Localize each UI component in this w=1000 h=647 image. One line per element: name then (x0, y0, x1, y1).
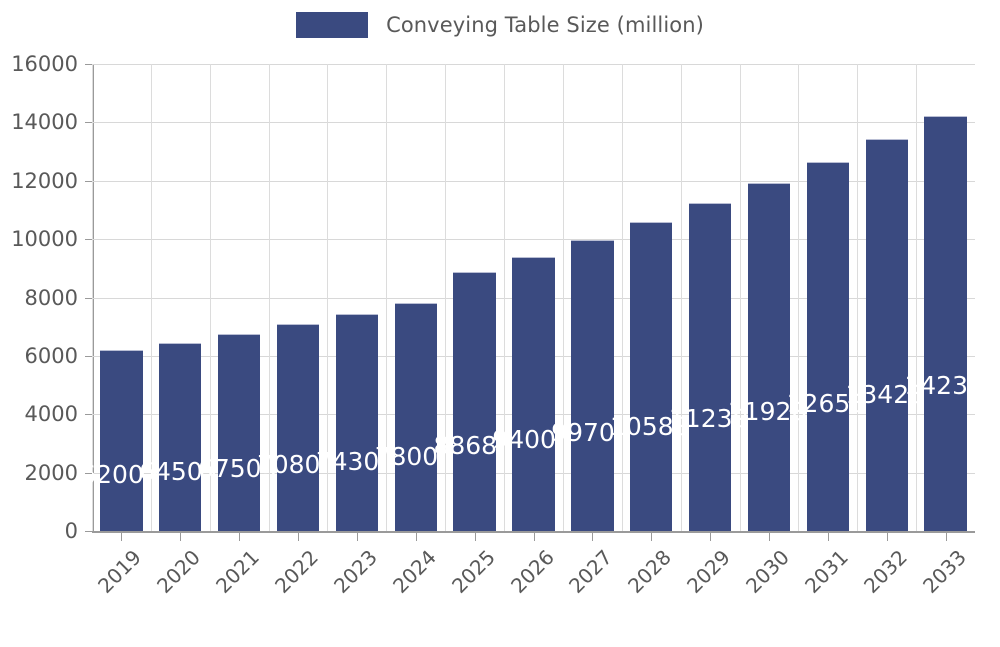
x-tick-mark (886, 533, 888, 541)
bar[interactable] (335, 314, 379, 531)
bar[interactable] (453, 272, 496, 531)
plot-area: 6200.06450.06750.07080.07430.07800.08868… (92, 64, 975, 531)
gridline-vertical (622, 64, 623, 531)
gridline-vertical (151, 64, 152, 531)
x-tick-mark (945, 533, 947, 541)
y-tick-label: 14000 (11, 110, 78, 135)
x-tick-mark (239, 533, 241, 541)
x-tick-mark (474, 533, 476, 541)
y-tick-mark (85, 180, 92, 182)
y-tick-label: 2000 (24, 460, 78, 485)
legend-label: Conveying Table Size (million) (386, 13, 704, 37)
y-tick-mark (85, 297, 92, 299)
chart-legend: Conveying Table Size (million) (0, 12, 1000, 38)
x-tick-mark (121, 533, 123, 541)
gridline-vertical (210, 64, 211, 531)
gridline-vertical (740, 64, 741, 531)
x-tick-mark (298, 533, 300, 541)
y-tick-label: 16000 (11, 52, 78, 76)
y-tick-label: 12000 (11, 168, 78, 193)
gridline-vertical (269, 64, 270, 531)
bar[interactable] (865, 139, 908, 531)
gridline-horizontal (92, 122, 975, 124)
bar[interactable] (806, 161, 850, 531)
y-tick-mark (85, 414, 92, 416)
gridline-vertical (798, 64, 799, 531)
plot-canvas: 6200.06450.06750.07080.07430.07800.08868… (92, 64, 975, 531)
gridline-vertical (386, 64, 387, 531)
x-tick-mark (768, 533, 770, 541)
x-tick-mark (592, 533, 594, 541)
x-tick-mark (180, 533, 182, 541)
bar[interactable] (394, 303, 437, 531)
y-tick-mark (85, 122, 92, 124)
y-tick-label: 10000 (11, 227, 78, 252)
bar[interactable] (512, 256, 555, 531)
bar[interactable] (747, 183, 791, 531)
bar-chart: Conveying Table Size (million) 0 2000 4000… (0, 12, 1000, 598)
bar[interactable] (159, 342, 202, 531)
bar[interactable] (688, 203, 732, 531)
bar[interactable] (924, 115, 967, 531)
y-tick-label: 4000 (24, 402, 78, 427)
y-tick-mark (85, 64, 92, 65)
gridline-vertical (504, 64, 505, 531)
bar[interactable] (217, 333, 261, 531)
x-axis-spine (92, 531, 975, 533)
bar[interactable] (571, 240, 614, 531)
bar[interactable] (100, 350, 143, 531)
x-tick-mark (710, 533, 712, 541)
x-tick-mark (651, 533, 653, 541)
x-tick-mark (356, 533, 358, 541)
y-tick-label: 8000 (24, 285, 78, 310)
gridline-horizontal (92, 239, 975, 241)
x-tick-mark (827, 533, 829, 541)
y-tick-label: 6000 (24, 343, 78, 368)
y-tick-mark (85, 531, 92, 532)
gridline-vertical (681, 64, 682, 531)
gridline-horizontal (92, 180, 975, 182)
gridline-vertical (916, 64, 917, 531)
gridline-vertical (92, 64, 93, 531)
gridline-vertical (563, 64, 564, 531)
legend-item: Conveying Table Size (million) (296, 12, 704, 38)
x-tick-mark (415, 533, 417, 541)
bar[interactable] (630, 222, 673, 531)
x-tick-mark (533, 533, 535, 541)
gridline-horizontal (92, 64, 975, 65)
bar[interactable] (276, 324, 320, 531)
gridline-vertical (445, 64, 446, 531)
y-tick-mark (85, 355, 92, 357)
gridline-vertical (327, 64, 328, 531)
legend-swatch-icon (296, 12, 369, 38)
y-tick-label: 0 (64, 519, 78, 543)
y-tick-mark (85, 239, 92, 241)
gridline-vertical (857, 64, 858, 531)
y-tick-mark (85, 472, 92, 474)
